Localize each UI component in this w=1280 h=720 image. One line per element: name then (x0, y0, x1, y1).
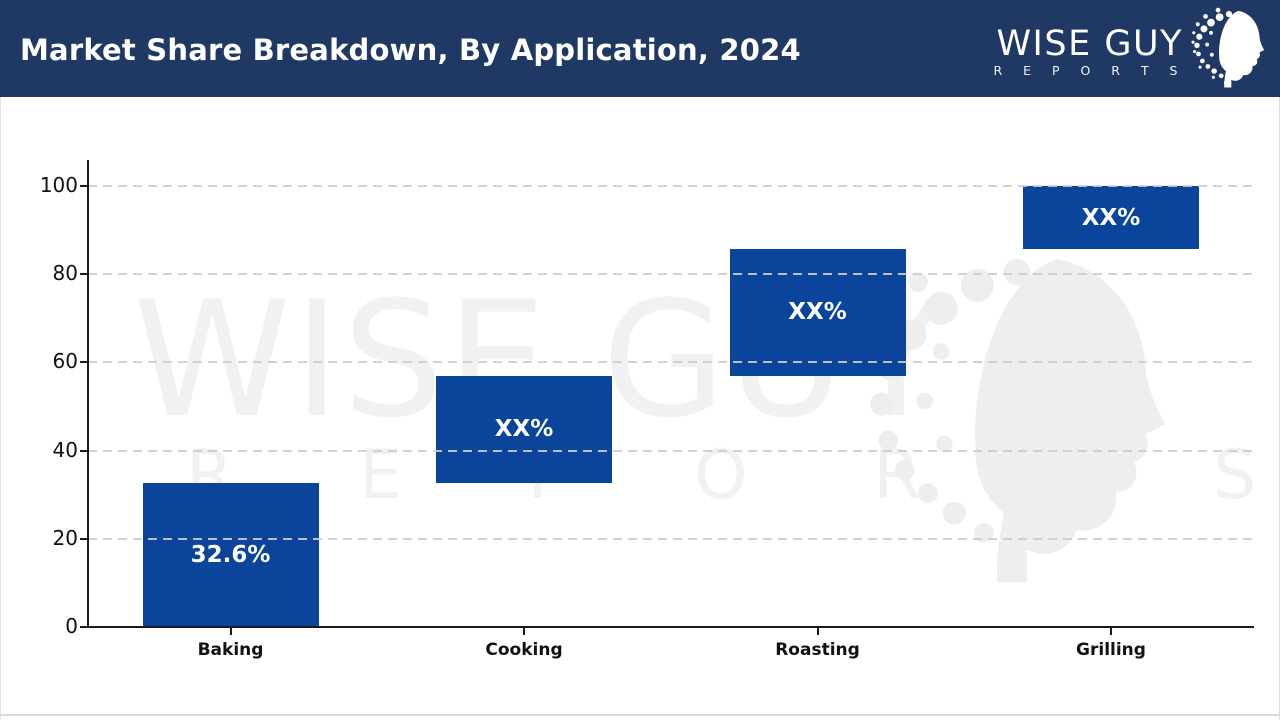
bar-value-label-roasting: XX% (788, 299, 847, 326)
bar-grilling: XX% (1023, 186, 1199, 250)
y-tick-label-0: 0 (65, 614, 78, 638)
x-category-label-grilling: Grilling (1076, 640, 1146, 660)
bar-value-label-cooking: XX% (494, 416, 554, 443)
bar-baking: 32.6% (142, 483, 319, 627)
gridline-40 (88, 449, 1254, 452)
gridline-60 (88, 361, 1254, 364)
chart-title: Market Share Breakdown, By Application, … (20, 33, 801, 67)
x-axis-line (88, 626, 1254, 628)
y-tick-label-100: 100 (39, 173, 78, 197)
y-tick-80 (80, 273, 88, 276)
bar-cooking: XX% (436, 375, 612, 484)
x-category-label-roasting: Roasting (775, 640, 860, 660)
y-tick-40 (80, 449, 88, 452)
y-tick-label-20: 20 (52, 525, 78, 550)
logo-text: WISE GUY R E P O R T S (993, 23, 1186, 79)
gridline-80 (88, 273, 1254, 276)
plot-area: 0 20 40 60 80 100 32.6% Baking XX% Cooking XX% Roas… (0, 97, 1280, 720)
gridline-20 (88, 537, 1254, 540)
header-band: Market Share Breakdown, By Application, … (0, 0, 1280, 97)
x-category-label-cooking: Cooking (485, 640, 563, 660)
y-tick-20 (80, 537, 88, 540)
y-tick-label-80: 80 (52, 261, 78, 286)
y-axis-line (87, 160, 89, 628)
y-tick-label-40: 40 (52, 437, 78, 462)
logo-subbrand-text: R E P O R T S (993, 63, 1186, 79)
bottom-rule (0, 714, 1280, 716)
y-tick-100 (80, 185, 88, 187)
logo-brand-text: WISE GUY (996, 23, 1183, 64)
y-tick-label-60: 60 (52, 349, 78, 374)
y-tick-60 (80, 361, 88, 364)
gridline-100 (88, 185, 1254, 187)
x-tick-roasting (816, 628, 819, 635)
bar-value-label-grilling: XX% (1081, 204, 1141, 231)
y-tick-0 (80, 626, 88, 628)
x-tick-cooking (523, 628, 525, 635)
bar-roasting: XX% (729, 249, 906, 376)
bar-value-label-baking: 32.6% (190, 542, 271, 569)
x-tick-baking (229, 628, 232, 635)
head-profile-icon (1191, 7, 1265, 88)
wise-guy-logo: WISE GUY R E P O R T S (993, 6, 1270, 94)
x-tick-grilling (1110, 628, 1112, 635)
x-category-label-baking: Baking (197, 640, 264, 660)
